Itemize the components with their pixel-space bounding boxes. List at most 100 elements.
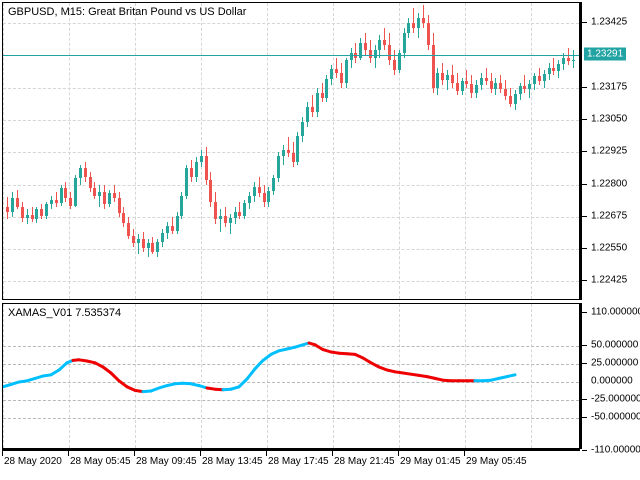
- candlestick: [321, 92, 324, 98]
- candle-wick: [553, 57, 554, 76]
- indicator-plot-area[interactable]: [3, 304, 579, 448]
- axis-tick: [582, 87, 587, 88]
- candlestick: [509, 96, 512, 104]
- candlestick: [572, 59, 575, 62]
- grid-line-horizontal: [3, 23, 579, 24]
- candle-wick: [573, 50, 574, 68]
- candlestick: [40, 209, 43, 216]
- candlestick: [50, 199, 53, 205]
- candlestick: [31, 214, 34, 220]
- candlestick: [465, 81, 468, 84]
- candlestick: [69, 198, 72, 206]
- price-axis[interactable]: 1.23291 1.23425 1.23175 1.23050 1.22925 1.22…: [580, 2, 640, 300]
- indicator-segment: [245, 367, 257, 381]
- grid-line-horizontal: [3, 120, 579, 121]
- candlestick: [340, 72, 343, 83]
- time-axis-label: 28 May 13:45: [202, 456, 263, 467]
- time-tick: [2, 451, 3, 456]
- candlestick: [209, 179, 212, 202]
- candlestick: [26, 214, 29, 219]
- indicator-segment: [261, 352, 273, 362]
- indicator-segment: [93, 361, 105, 369]
- candlestick: [292, 153, 295, 163]
- price-plot-area[interactable]: [3, 3, 579, 299]
- candle-wick: [336, 57, 337, 78]
- candlestick: [403, 32, 406, 53]
- indicator-axis-label: 0.000000: [591, 375, 633, 387]
- axis-tick: [582, 450, 587, 451]
- candlestick: [205, 155, 208, 180]
- indicator-axis-label: -25.000000: [591, 393, 640, 405]
- candlestick: [127, 223, 130, 236]
- candlestick: [137, 239, 140, 244]
- axis-tick: [582, 216, 587, 217]
- indicator-pane[interactable]: XAMAS_V01 7.535374: [2, 303, 580, 449]
- candle-wick: [99, 184, 100, 207]
- candlestick: [282, 149, 285, 156]
- grid-line-vertical: [135, 3, 136, 299]
- candlestick: [485, 77, 488, 82]
- candlestick: [548, 67, 551, 74]
- price-axis-label: 1.22800: [591, 178, 628, 190]
- axis-tick: [582, 363, 587, 364]
- grid-line-vertical: [333, 3, 334, 299]
- candle-wick: [384, 27, 385, 51]
- grid-line-horizontal: [3, 281, 579, 282]
- candle-wick: [32, 206, 33, 222]
- price-axis-label: 1.22925: [591, 145, 628, 157]
- price-axis-label: 1.23425: [591, 16, 628, 28]
- candlestick: [451, 75, 454, 83]
- axis-tick: [582, 399, 587, 400]
- candlestick: [436, 72, 439, 88]
- indicator-segment: [361, 356, 373, 365]
- time-axis-label: 29 May 01:45: [400, 456, 461, 467]
- candlestick: [417, 17, 420, 28]
- candlestick: [16, 198, 19, 207]
- grid-line-horizontal: [3, 217, 579, 218]
- grid-line-vertical: [267, 3, 268, 299]
- candlestick: [214, 201, 217, 220]
- candlestick: [335, 68, 338, 73]
- candlestick: [504, 88, 507, 97]
- candle-wick: [466, 70, 467, 88]
- candlestick: [567, 57, 570, 62]
- indicator-axis[interactable]: 110.000000 50.000000 25.000000 0.000000 -25.…: [580, 303, 640, 456]
- candlestick: [528, 83, 531, 89]
- indicator-segment: [505, 373, 517, 379]
- grid-line-vertical: [3, 3, 4, 299]
- grid-line-vertical: [531, 3, 532, 299]
- candle-wick: [148, 239, 149, 257]
- candlestick: [557, 63, 560, 72]
- current-price-tag: 1.23291: [584, 47, 627, 61]
- candlestick: [89, 177, 92, 189]
- grid-line-horizontal: [3, 249, 579, 250]
- candlestick: [461, 81, 464, 92]
- candlestick: [142, 239, 145, 248]
- time-tick: [68, 451, 69, 456]
- time-axis-label: 28 May 2020: [4, 456, 62, 467]
- price-chart-pane[interactable]: GBPUSD, M15: Great Britan Pound vs US Do…: [2, 2, 580, 300]
- candle-wick: [288, 137, 289, 158]
- indicator-segment: [57, 361, 69, 372]
- candlestick: [499, 82, 502, 89]
- candlestick: [258, 187, 261, 194]
- candlestick: [519, 86, 522, 94]
- candlestick: [364, 42, 367, 51]
- candlestick: [166, 225, 169, 234]
- candlestick: [6, 206, 9, 212]
- time-axis[interactable]: 28 May 2020 28 May 05:45 28 May 09:45 28 Ma…: [2, 449, 580, 480]
- candlestick: [374, 50, 377, 58]
- time-axis-label: 29 May 05:45: [466, 456, 527, 467]
- axis-tick: [582, 151, 587, 152]
- candlestick: [195, 162, 198, 178]
- candlestick: [180, 195, 183, 216]
- candlestick: [171, 225, 174, 231]
- candlestick: [84, 168, 87, 178]
- candle-wick: [220, 209, 221, 232]
- candlestick: [446, 75, 449, 81]
- candlestick: [176, 215, 179, 231]
- candlestick: [311, 107, 314, 113]
- candlestick: [494, 82, 497, 89]
- candlestick: [533, 76, 536, 84]
